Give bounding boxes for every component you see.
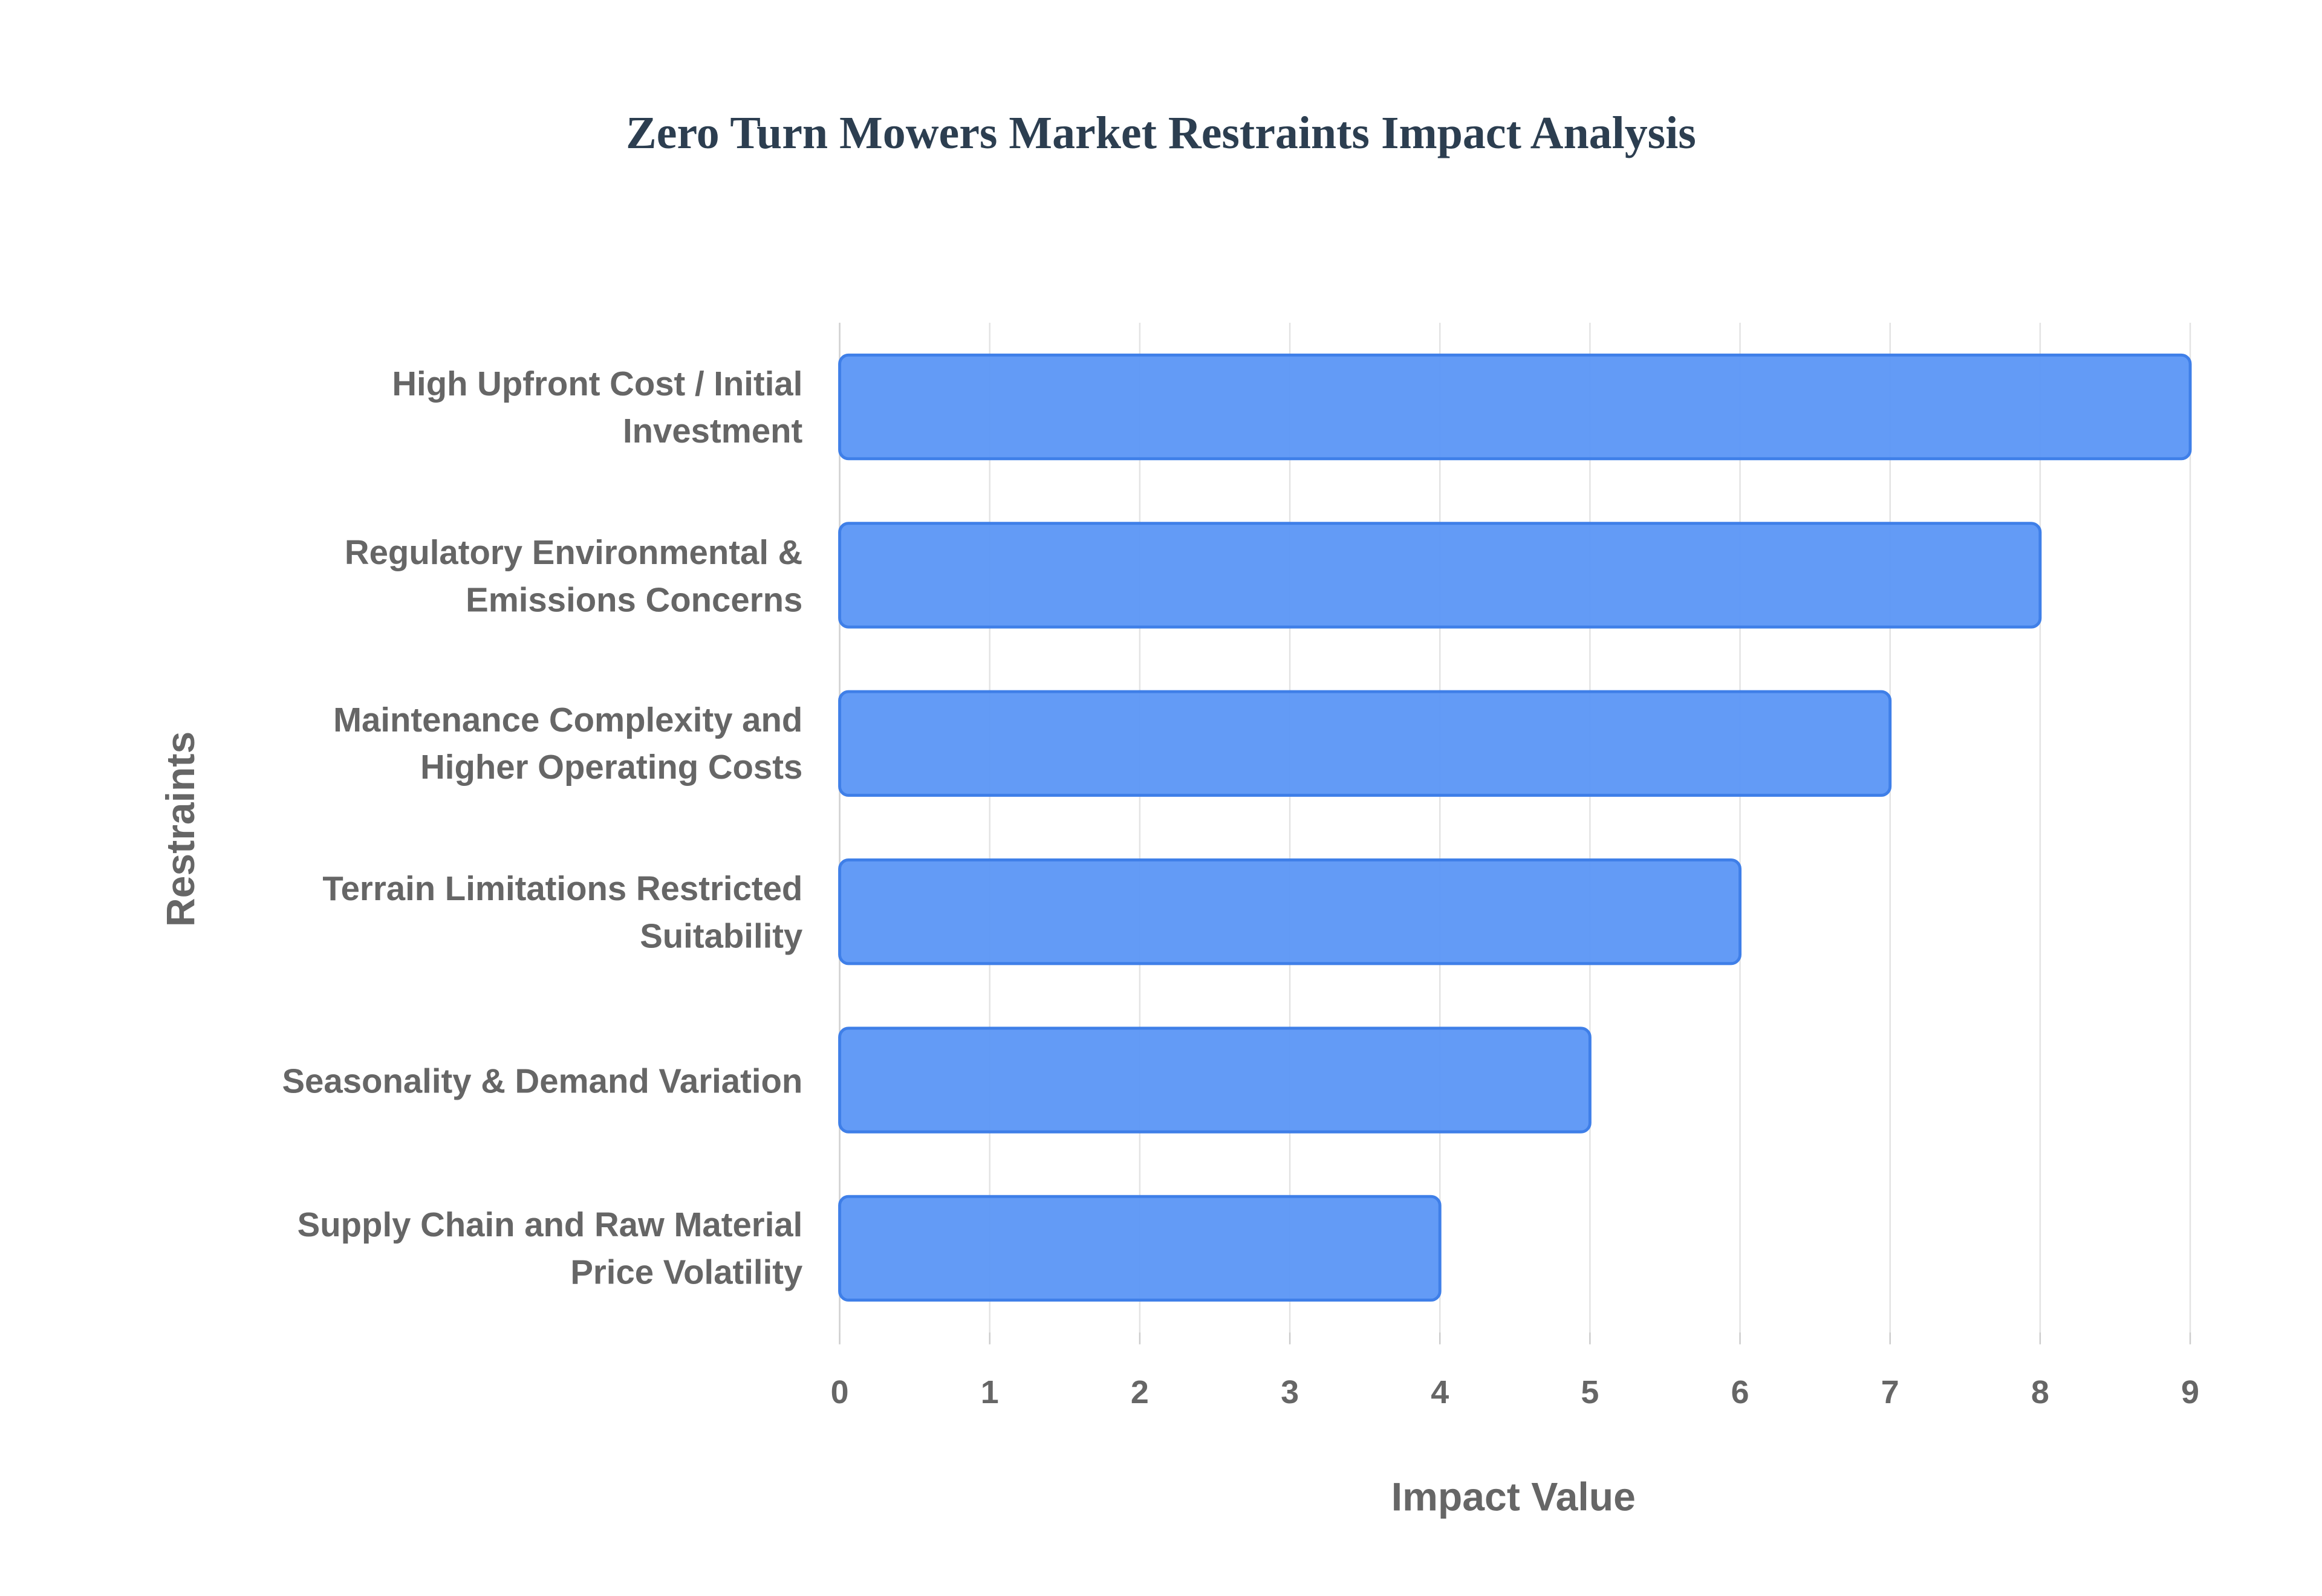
y-tick-label: Maintenance Complexity and Higher Operat… <box>333 700 803 787</box>
x-tick-label: 6 <box>1731 1374 1749 1410</box>
bar <box>838 1027 1592 1134</box>
y-tick-label: Regulatory Environmental & Emissions Con… <box>344 532 803 618</box>
y-tick-label: Seasonality & Demand Variation <box>282 1060 803 1100</box>
y-tick-label-box: High Upfront Cost / Initial Investment <box>392 364 803 450</box>
x-tick-label: 4 <box>1431 1374 1449 1410</box>
chart-title: Zero Turn Mowers Market Restraints Impac… <box>626 108 1696 158</box>
x-tick-label: 7 <box>1881 1374 1899 1410</box>
y-tick-label-box: Seasonality & Demand Variation <box>282 1060 803 1100</box>
x-tick-label: 2 <box>1131 1374 1149 1410</box>
bar <box>838 690 1892 797</box>
bar <box>838 1195 1442 1302</box>
x-tick-label: 9 <box>2181 1374 2199 1410</box>
y-tick-label: Terrain Limitations Restricted Suitabili… <box>322 869 803 955</box>
y-axis-title: Restraints <box>158 731 203 927</box>
y-tick-label: High Upfront Cost / Initial Investment <box>392 364 803 450</box>
bar <box>838 353 2192 461</box>
x-tick-label: 0 <box>831 1374 849 1410</box>
y-tick-label: Supply Chain and Raw Material Price Vola… <box>297 1205 803 1291</box>
x-axis-title: Impact Value <box>1391 1474 1636 1519</box>
y-tick-label-box: Supply Chain and Raw Material Price Vola… <box>297 1205 803 1291</box>
y-tick-label-box: Maintenance Complexity and Higher Operat… <box>333 700 803 787</box>
x-tick-label: 3 <box>1281 1374 1299 1410</box>
y-tick-label-box: Regulatory Environmental & Emissions Con… <box>344 532 803 618</box>
x-tick-label: 5 <box>1581 1374 1599 1410</box>
bar <box>838 858 1742 965</box>
bar <box>838 522 2042 629</box>
y-tick-label-box: Terrain Limitations Restricted Suitabili… <box>322 869 803 955</box>
x-tick-label: 1 <box>981 1374 999 1410</box>
x-tick-label: 8 <box>2031 1374 2049 1410</box>
